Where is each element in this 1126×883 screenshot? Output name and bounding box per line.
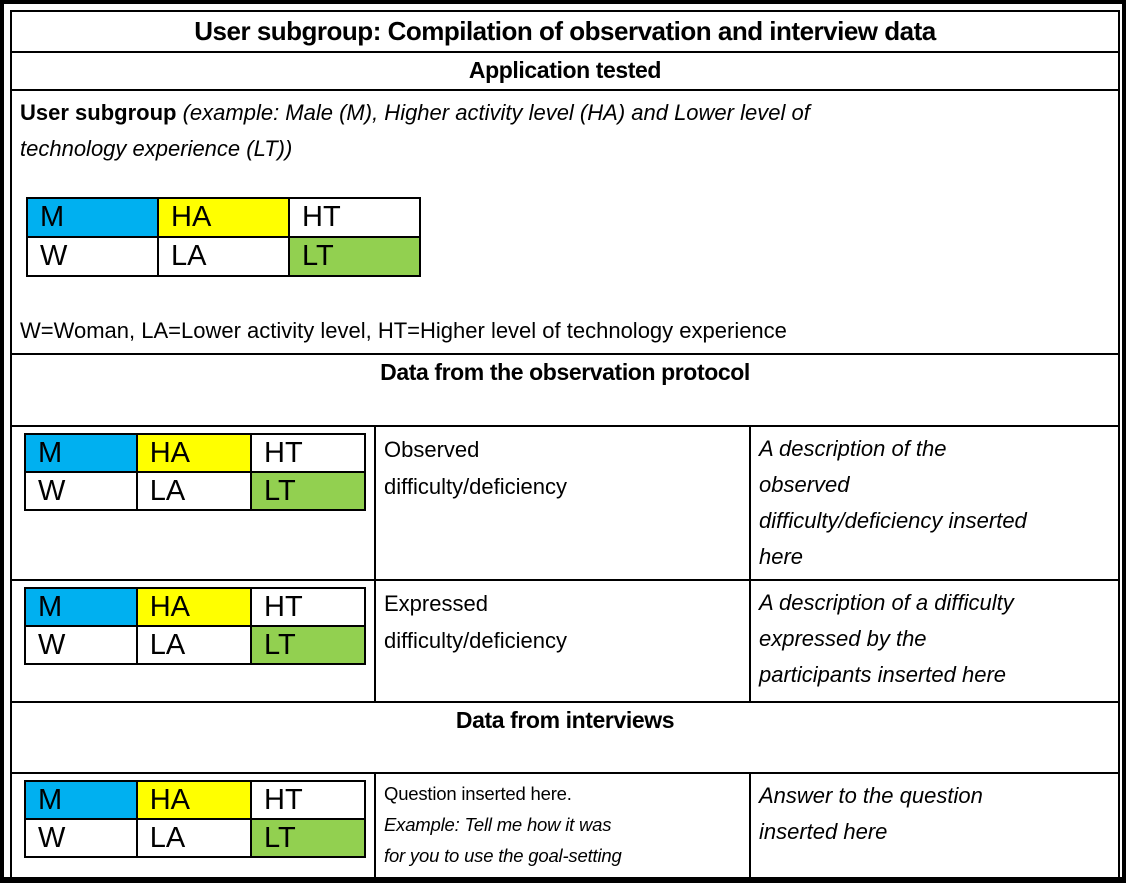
grid-cell-m: M: [24, 780, 138, 820]
grid-cell-lt: LT: [288, 236, 421, 277]
subgroup-grid-observed: M HA HT W LA LT: [24, 433, 366, 511]
question-intro: Question inserted here.: [384, 783, 572, 804]
interview-question-cell: Question inserted here. Example: Tell me…: [374, 772, 751, 877]
grid-cell-m: M: [24, 433, 138, 473]
grid-cell-ha: HA: [135, 587, 253, 627]
grid-cell-la: LA: [135, 625, 253, 665]
grid-cell-m: M: [24, 587, 138, 627]
grid-cell-ha: HA: [135, 433, 253, 473]
section-observation-protocol: Data from the observation protocol: [10, 353, 1120, 427]
user-subgroup-example: (example: Male (M), Higher activity leve…: [20, 100, 810, 161]
subgroup-grid-expressed: M HA HT W LA LT: [24, 587, 366, 665]
grid-cell-w: W: [24, 818, 138, 858]
grid-cell-la: LA: [135, 471, 253, 511]
grid-cell-lt: LT: [250, 818, 366, 858]
grid-cell-w: W: [24, 625, 138, 665]
user-subgroup-cell: User subgroup (example: Male (M), Higher…: [10, 89, 1120, 355]
grid-cell-lt: LT: [250, 471, 366, 511]
interview-grid-cell: M HA HT W LA LT: [10, 772, 376, 877]
grid-cell-la: LA: [157, 236, 290, 277]
grid-cell-ht: HT: [250, 587, 366, 627]
grid-cell-m: M: [26, 197, 159, 238]
legend-note: W=Woman, LA=Lower activity level, HT=Hig…: [20, 318, 787, 343]
expressed-grid-cell: M HA HT W LA LT: [10, 579, 376, 703]
section-interviews: Data from interviews: [10, 701, 1120, 774]
grid-cell-ha: HA: [135, 780, 253, 820]
grid-cell-w: W: [24, 471, 138, 511]
observed-grid-cell: M HA HT W LA LT: [10, 425, 376, 581]
subgroup-grid-interview: M HA HT W LA LT: [24, 780, 366, 858]
page-title: User subgroup: Compilation of observatio…: [10, 10, 1120, 53]
grid-cell-ha: HA: [157, 197, 290, 238]
grid-cell-w: W: [26, 236, 159, 277]
grid-cell-la: LA: [135, 818, 253, 858]
subgroup-grid-legend: M HA HT W LA LT: [26, 197, 421, 277]
section-application-tested: Application tested: [10, 51, 1120, 91]
grid-cell-ht: HT: [288, 197, 421, 238]
interview-answer: Answer to the question inserted here: [749, 772, 1120, 877]
user-subgroup-label: User subgroup: [20, 100, 177, 125]
grid-cell-lt: LT: [250, 625, 366, 665]
question-example: Example: Tell me how it was for you to u…: [384, 814, 622, 877]
expressed-difficulty-description: A description of a difficulty expressed …: [749, 579, 1120, 703]
user-subgroup-intro: User subgroup (example: Male (M), Higher…: [20, 95, 1110, 167]
observed-difficulty-label: Observed difficulty/deficiency: [374, 425, 751, 581]
compilation-table: User subgroup: Compilation of observatio…: [10, 10, 1120, 877]
grid-cell-ht: HT: [250, 433, 366, 473]
grid-cell-ht: HT: [250, 780, 366, 820]
observed-difficulty-description: A description of the observed difficulty…: [749, 425, 1120, 581]
expressed-difficulty-label: Expressed difficulty/deficiency: [374, 579, 751, 703]
